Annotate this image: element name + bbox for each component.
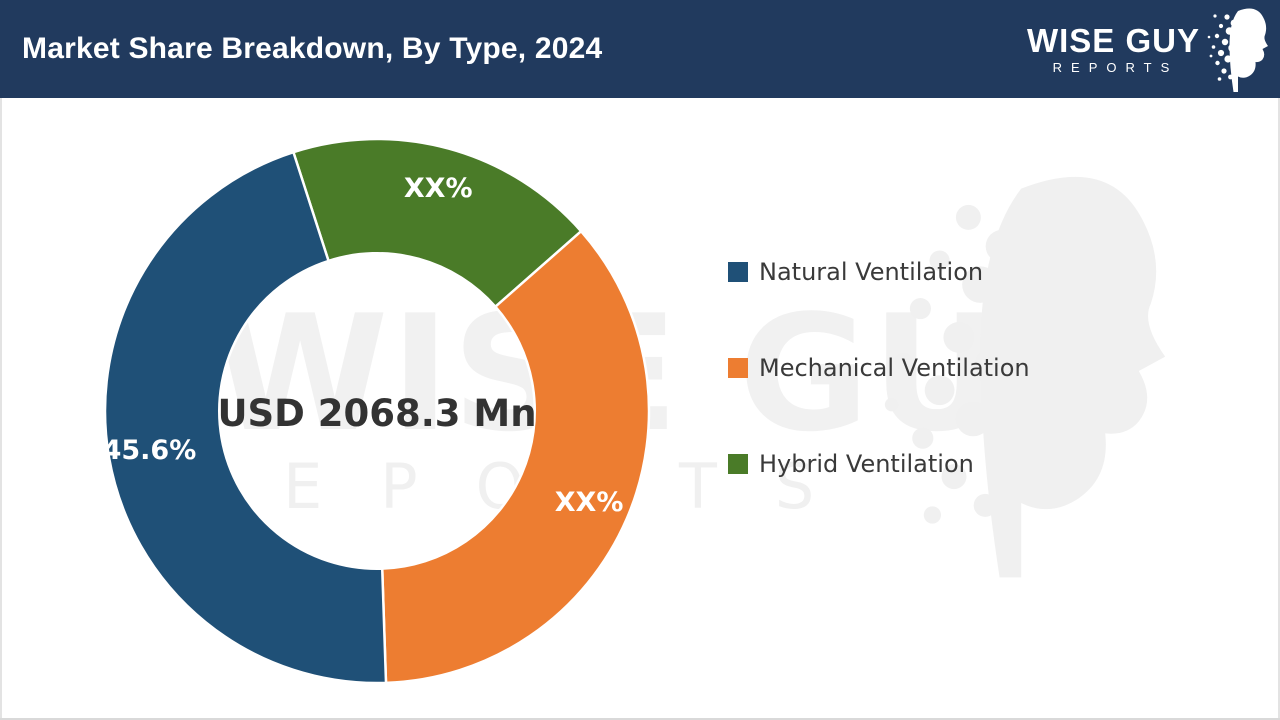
donut-percfont-labels: XX% XX% 45.6% [103, 173, 624, 518]
page-title: Market Share Breakdown, By Type, 2024 [22, 32, 603, 65]
legend-item-natural-ventilation: Natural Ventilation [728, 258, 1030, 286]
legend-swatch [728, 358, 748, 378]
legend-label: Natural Ventilation [759, 258, 984, 286]
legend-item-mechanical-ventilation: Mechanical Ventilation [728, 354, 1030, 382]
legend-swatch [728, 454, 748, 474]
wedge-percent-label: XX% [404, 173, 473, 204]
brand-subtitle: REPORTS [1052, 59, 1179, 75]
donut-wedge-mechanical-ventilation [380, 229, 651, 685]
donut-chart: XX% XX% 45.6% USD 2068.3 Mn [103, 137, 651, 685]
legend-label: Hybrid Ventilation [759, 450, 974, 478]
brand-logo-text: WISE GUY REPORTS [1027, 24, 1200, 75]
legend-item-hybrid-ventilation: Hybrid Ventilation [728, 450, 1030, 478]
face-profile-icon [1207, 8, 1268, 92]
brand-logo: WISE GUY REPORTS [1027, 4, 1280, 94]
wedge-percent-label: XX% [555, 487, 624, 518]
legend: Natural Ventilation Mechanical Ventilatio… [728, 258, 1030, 478]
brand-name: WISE GUY [1026, 21, 1200, 59]
legend-swatch [728, 262, 748, 282]
header-bar: Market Share Breakdown, By Type, 2024 WI… [0, 0, 1280, 98]
wedge-percent-label: 45.6% [103, 435, 197, 466]
legend-label: Mechanical Ventilation [759, 354, 1030, 382]
donut-wedges [103, 137, 651, 685]
center-value: USD 2068.3 Mn [217, 392, 536, 435]
donut-wedge-hybrid-ventilation [291, 137, 583, 309]
donut-wedge-natural-ventilation [103, 150, 388, 685]
chart-area: WISE GUY REPORTS XX%XX%45.6% USD [0, 98, 1280, 718]
